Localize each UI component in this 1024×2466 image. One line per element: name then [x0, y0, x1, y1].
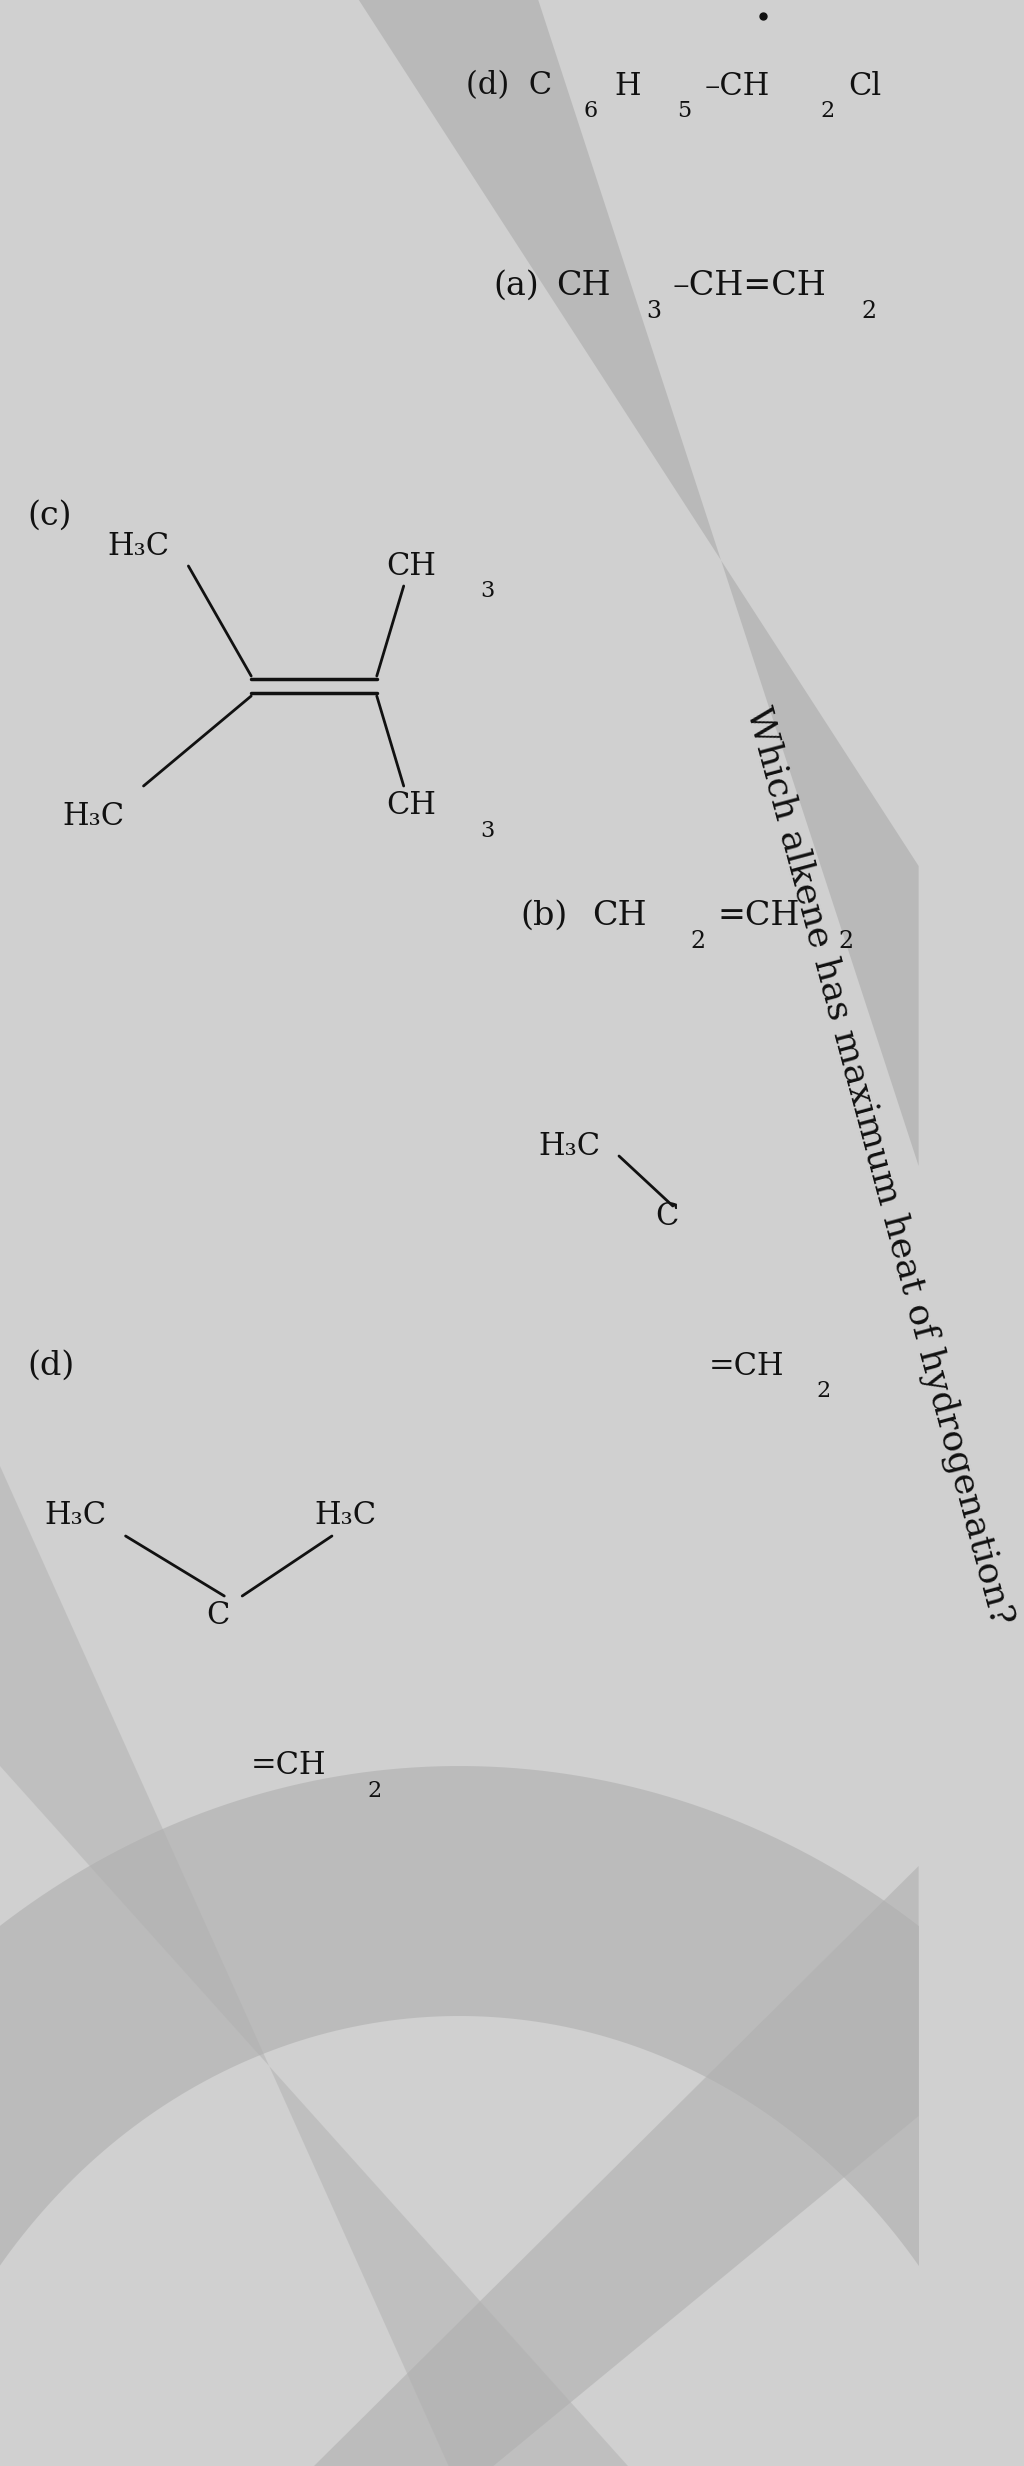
Polygon shape	[0, 1766, 1024, 2466]
Text: 2: 2	[861, 298, 877, 323]
Polygon shape	[358, 0, 919, 1166]
Text: C: C	[206, 1600, 229, 1632]
Text: 6: 6	[583, 101, 597, 121]
Text: CH: CH	[592, 900, 647, 932]
Text: 2: 2	[816, 1381, 830, 1403]
Text: 3: 3	[646, 298, 660, 323]
Text: 2: 2	[821, 101, 835, 121]
Text: H₃C: H₃C	[314, 1499, 376, 1531]
Polygon shape	[0, 1465, 628, 2466]
Text: 2: 2	[691, 930, 706, 952]
Text: 2: 2	[368, 1780, 382, 1803]
Text: Cl: Cl	[848, 72, 881, 101]
Text: (d): (d)	[27, 1349, 74, 1381]
Text: CH: CH	[386, 792, 435, 821]
Text: CH: CH	[386, 550, 435, 582]
Text: =CH: =CH	[709, 1351, 784, 1381]
Text: 5: 5	[677, 101, 691, 121]
Text: (a): (a)	[494, 269, 540, 301]
Text: (b): (b)	[520, 900, 567, 932]
Text: H: H	[614, 72, 641, 101]
Text: –CH: –CH	[705, 72, 769, 101]
Text: CH: CH	[556, 269, 611, 301]
Text: H₃C: H₃C	[108, 530, 170, 562]
Text: 3: 3	[480, 821, 495, 841]
Text: 2: 2	[839, 930, 854, 952]
Text: H₃C: H₃C	[45, 1499, 106, 1531]
Text: –CH=CH: –CH=CH	[673, 269, 826, 301]
Text: H₃C: H₃C	[539, 1129, 600, 1161]
Text: C: C	[655, 1201, 678, 1231]
Text: Which alkene has maximum heat of hydrogenation?: Which alkene has maximum heat of hydroge…	[739, 703, 1019, 1630]
Text: (c): (c)	[27, 501, 72, 533]
Polygon shape	[314, 1867, 919, 2466]
Text: (d)  C: (d) C	[467, 72, 553, 101]
Text: 3: 3	[480, 580, 495, 602]
Text: H₃C: H₃C	[62, 801, 125, 831]
Text: =CH: =CH	[718, 900, 800, 932]
Text: =CH: =CH	[251, 1751, 327, 1780]
